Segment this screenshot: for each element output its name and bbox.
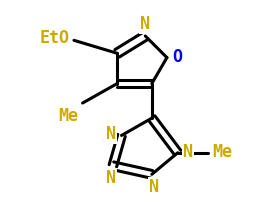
Text: EtO: EtO [40, 29, 70, 47]
Text: Me: Me [212, 143, 232, 161]
Text: N: N [149, 178, 159, 196]
Text: N: N [183, 143, 193, 161]
Text: N: N [140, 15, 150, 33]
Text: O: O [172, 48, 182, 65]
Text: N: N [106, 125, 116, 143]
Text: Me: Me [58, 107, 78, 125]
Text: N: N [106, 169, 116, 187]
